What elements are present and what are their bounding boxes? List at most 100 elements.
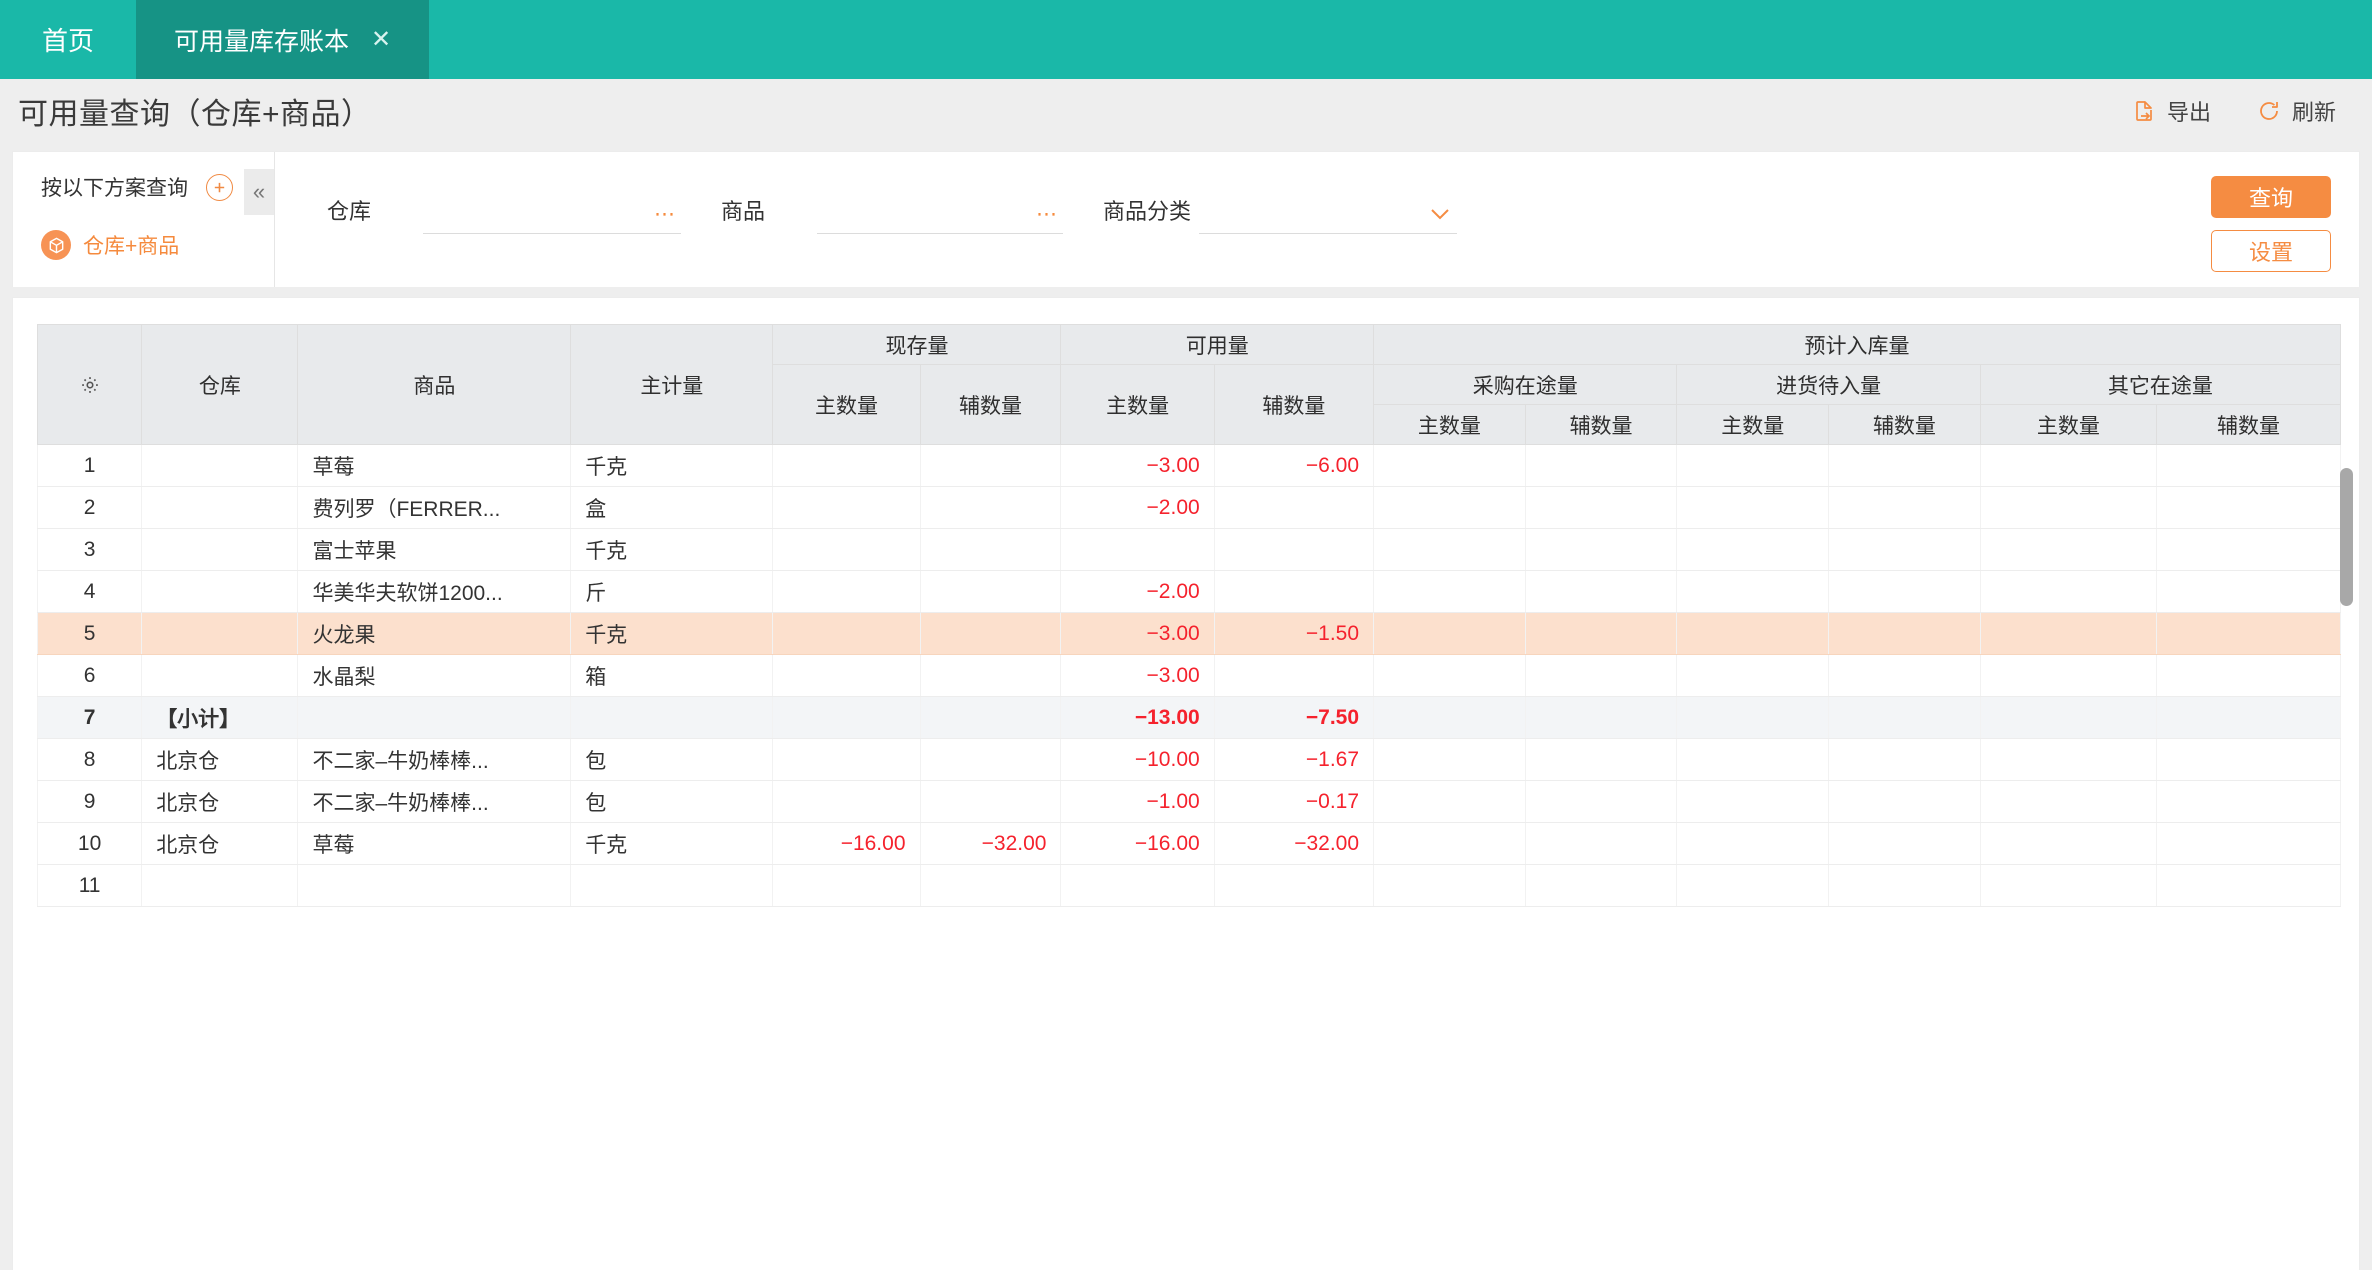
table-row[interactable]: 4 华美华夫软饼1200... 斤 −2.00 xyxy=(36,570,2342,613)
table-row[interactable]: 1 草莓 千克 −3.00 −6.00 xyxy=(36,444,2342,487)
header-available-aux-qty: 辅数量 xyxy=(1213,364,1375,445)
query-button[interactable]: 查询 xyxy=(2211,176,2331,218)
cell-other-main-qty xyxy=(1979,612,2157,655)
tab-available-stock-ledger[interactable]: 可用量库存账本 ✕ xyxy=(136,0,430,79)
cell-rcv-main-qty xyxy=(1676,696,1830,739)
cell-value: −2.00 xyxy=(1146,579,1200,603)
table-row[interactable]: 7 【小计】 −13.00 −7.50 xyxy=(36,696,2342,739)
cell-stock-aux-qty: −32.00 xyxy=(919,822,1062,865)
cell-warehouse: 【小计】 xyxy=(141,696,299,739)
cell-po-aux-qty xyxy=(1524,696,1678,739)
cell-stock-main-qty xyxy=(772,570,921,613)
refresh-label: 刷新 xyxy=(2291,100,2336,125)
gear-icon[interactable] xyxy=(44,375,135,395)
table-row[interactable]: 5 火龙果 千克 −3.00 −1.50 xyxy=(36,612,2342,655)
cell-value: −10.00 xyxy=(1134,747,1200,771)
table-row[interactable]: 6 水晶梨箱 −3.00 xyxy=(36,654,2342,697)
cell-po-main-qty xyxy=(1373,654,1526,697)
scheme-item-warehouse-product[interactable]: 仓库+商品 xyxy=(41,230,274,260)
cell-row-index: 1 xyxy=(36,444,143,487)
collapse-panel-button[interactable]: « xyxy=(244,169,274,215)
cell-stock-aux-qty xyxy=(919,654,1062,697)
cell-available-main-qty: −13.00 xyxy=(1060,696,1215,739)
cell-po-aux-qty xyxy=(1524,444,1678,487)
cell-warehouse xyxy=(141,444,299,487)
filter-card: 按以下方案查询 « xyxy=(12,151,2360,287)
cell-other-aux-qty xyxy=(2155,528,2342,571)
cell-po-main-qty xyxy=(1373,486,1526,529)
ellipsis-icon[interactable]: ⋯ xyxy=(654,203,677,226)
cell-po-main-qty xyxy=(1373,864,1526,907)
table-row[interactable]: 2 费列罗（FERRER... 盒 −2.00 xyxy=(36,486,2342,529)
cell-row-index: 5 xyxy=(36,612,143,655)
tab-home[interactable]: 首页 xyxy=(0,0,136,79)
tab-available-stock-ledger-label: 可用量库存账本 xyxy=(174,27,350,56)
cell-product: 草莓 xyxy=(297,822,572,865)
header-group-available: 可用量 xyxy=(1060,324,1375,365)
cell-available-aux-qty xyxy=(1213,486,1375,529)
export-icon xyxy=(2132,99,2156,123)
cell-other-main-qty xyxy=(1979,528,2157,571)
availability-table: 仓库 商品 主计量 现存量 可用量 预计入库量 主数量 辅数量 主数量 辅数量 … xyxy=(36,324,2342,907)
cell-other-aux-qty xyxy=(2155,738,2342,781)
cell-rcv-aux-qty xyxy=(1828,570,1981,613)
header-warehouse[interactable]: 仓库 xyxy=(141,324,299,445)
header-subgroup-purchase-in-transit: 采购在途量 xyxy=(1373,364,1678,405)
warehouse-input-wrap[interactable]: ⋯ xyxy=(423,196,681,234)
cell-value: −3.00 xyxy=(1146,621,1200,645)
cell-stock-main-qty xyxy=(772,738,921,781)
table-row[interactable]: 11 xyxy=(36,864,2342,907)
header-product[interactable]: 商品 xyxy=(297,324,572,445)
ellipsis-icon[interactable]: ⋯ xyxy=(1036,203,1059,226)
cell-other-main-qty xyxy=(1979,654,2157,697)
plus-icon[interactable] xyxy=(206,173,233,201)
cell-stock-aux-qty xyxy=(919,528,1062,571)
cell-main-unit: 千克 xyxy=(570,612,774,655)
table-row[interactable]: 10 北京仓 草莓 千克 −16.00 −32.00 −16.00 −32.00 xyxy=(36,822,2342,865)
filter-label-warehouse: 仓库 xyxy=(327,199,372,224)
cell-stock-main-qty xyxy=(772,444,921,487)
close-icon[interactable]: ✕ xyxy=(371,25,392,53)
cell-row-index: 9 xyxy=(36,780,143,823)
cell-value: −1.67 xyxy=(1305,747,1360,771)
cell-po-main-qty xyxy=(1373,570,1526,613)
product-input-wrap[interactable]: ⋯ xyxy=(817,196,1063,234)
settings-button[interactable]: 设置 xyxy=(2211,230,2331,272)
cell-available-main-qty: −3.00 xyxy=(1060,444,1215,487)
product-category-select-wrap[interactable] xyxy=(1199,196,1457,234)
cell-product xyxy=(297,696,572,739)
export-button[interactable]: 导出 xyxy=(2132,95,2211,127)
vertical-scrollbar[interactable] xyxy=(2340,468,2353,606)
cell-warehouse xyxy=(141,528,299,571)
cell-po-aux-qty xyxy=(1524,738,1678,781)
box-icon xyxy=(41,230,71,260)
tab-home-label: 首页 xyxy=(42,26,95,56)
cell-rcv-main-qty xyxy=(1676,612,1830,655)
cell-product xyxy=(297,864,572,907)
cell-value: −1.50 xyxy=(1305,621,1360,645)
table-row[interactable]: 8 北京仓 不二家–牛奶棒棒... 包 −10.00 −1.67 xyxy=(36,738,2342,781)
cell-po-main-qty xyxy=(1373,738,1526,781)
cell-other-aux-qty xyxy=(2155,444,2342,487)
chevron-down-icon[interactable] xyxy=(1427,206,1453,227)
cell-po-aux-qty xyxy=(1524,864,1678,907)
cell-available-aux-qty: −1.67 xyxy=(1213,738,1375,781)
cell-other-aux-qty xyxy=(2155,696,2342,739)
header-rcv-main-qty: 主数量 xyxy=(1676,404,1830,445)
cell-rcv-main-qty xyxy=(1676,654,1830,697)
filter-field-product: 商品 ⋯ xyxy=(721,194,1063,234)
cell-value: −3.00 xyxy=(1146,453,1200,477)
table-row[interactable]: 3 富士苹果 千克 xyxy=(36,528,2342,571)
scheme-panel-title: 按以下方案查询 xyxy=(41,177,188,200)
refresh-button[interactable]: 刷新 xyxy=(2257,95,2336,127)
cell-available-main-qty: −3.00 xyxy=(1060,654,1215,697)
table-settings-header[interactable] xyxy=(36,324,143,445)
table-row[interactable]: 9 北京仓 不二家–牛奶棒棒... 包 −1.00 −0.17 xyxy=(36,780,2342,823)
cell-stock-aux-qty xyxy=(919,864,1062,907)
cell-stock-main-qty xyxy=(772,654,921,697)
cell-rcv-main-qty xyxy=(1676,822,1830,865)
cell-available-main-qty xyxy=(1060,864,1215,907)
cell-other-main-qty xyxy=(1979,696,2157,739)
cell-available-aux-qty xyxy=(1213,864,1375,907)
header-main-unit[interactable]: 主计量 xyxy=(570,324,774,445)
